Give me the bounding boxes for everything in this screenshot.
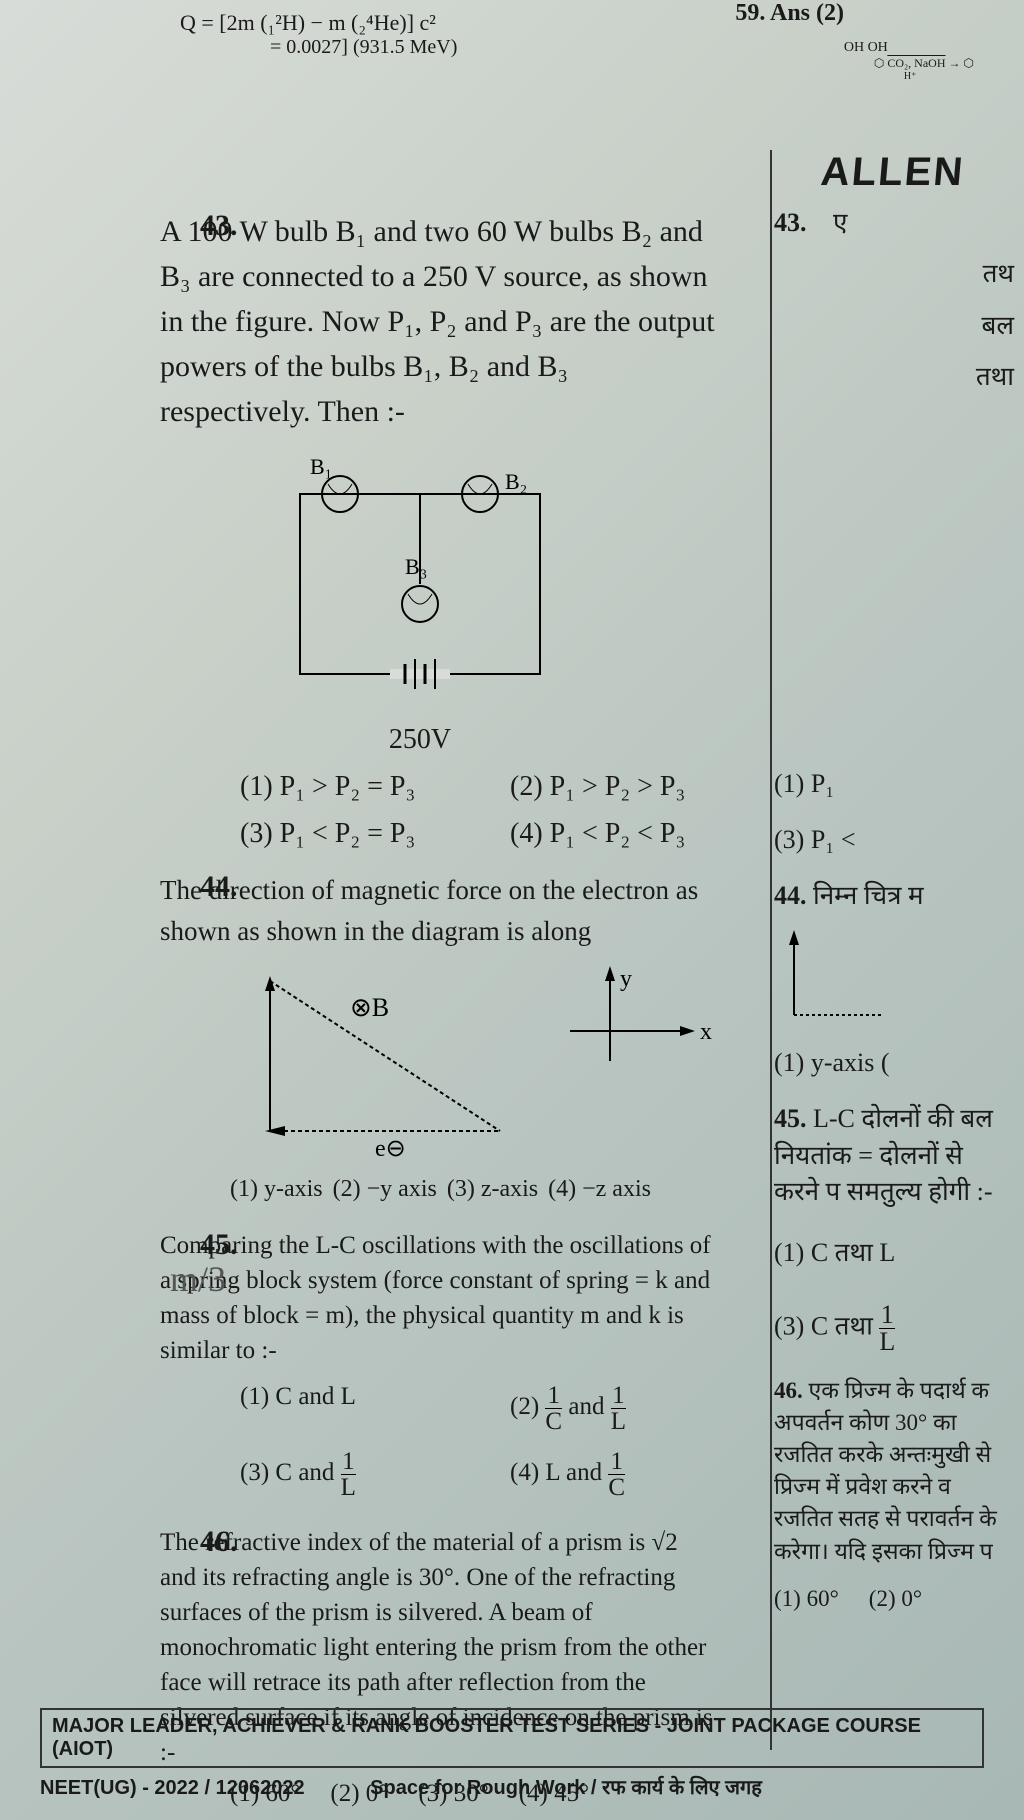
right-q46: 46. एक प्रिज्म के पदार्थ क अपवर्तन कोण 3… <box>774 1375 1014 1615</box>
q45-opt3: (3) C and 1L <box>240 1449 450 1500</box>
voltage-label: 250V <box>280 724 560 756</box>
svg-text:B₂: B₂ <box>505 469 527 494</box>
right-q44: 44. निम्न चित्र म (1) y-axis ( <box>774 878 1014 1081</box>
footer-subtitle: NEET(UG) - 2022 / 12062022 Space for Rou… <box>40 1773 984 1800</box>
svg-text:x: x <box>700 1019 712 1045</box>
q43-opt3: (3) P₁ < P₂ = P₃ <box>240 818 450 850</box>
q43-number: 43. <box>200 209 238 243</box>
svg-text:⊗B: ⊗B <box>350 993 389 1022</box>
q46-number: 46. <box>200 1525 238 1559</box>
q43-opt1: (1) P₁ > P₂ = P₃ <box>240 771 450 803</box>
footer: MAJOR LEADER, ACHIEVER & RANK BOOSTER TE… <box>40 1708 984 1800</box>
q43-options: (1) P₁ > P₂ = P₃ (2) P₁ > P₂ > P₃ (3) P₁… <box>240 771 720 850</box>
q44-number: 44. <box>200 870 238 904</box>
pencil-annotation: m/3 <box>170 1258 226 1300</box>
svg-text:e⊖: e⊖ <box>375 1136 406 1161</box>
footer-title: MAJOR LEADER, ACHIEVER & RANK BOOSTER TE… <box>40 1708 984 1768</box>
q45-number: 45. <box>200 1228 238 1262</box>
q44-opt4: (4) −z axis <box>548 1176 651 1203</box>
q45-opt1: (1) C and L <box>240 1383 450 1434</box>
q43-opt2: (2) P₁ > P₂ > P₃ <box>510 771 720 803</box>
q45-opt4: (4) L and 1C <box>510 1449 720 1500</box>
q44-opt2: (2) −y axis <box>333 1176 437 1203</box>
column-divider <box>770 150 772 1750</box>
svg-text:y: y <box>620 966 632 992</box>
brand-logo: ALLEN <box>819 150 966 195</box>
right-q43: 43. ए तथ बल तथा <box>774 205 1014 396</box>
circuit-diagram: B₁ B₂ B₃ <box>280 454 560 714</box>
q45-options: (1) C and L (2) 1C and 1L (3) C and <box>240 1383 720 1500</box>
q44-opt3: (3) z-axis <box>447 1176 538 1203</box>
chem-structure: OH OH ⬡ CO₂, NaOH → ⬡ H⁺ <box>844 40 974 82</box>
q43-text: A 100 W bulb B₁ and two 60 W bulbs B₂ an… <box>160 209 720 434</box>
q43-opt4: (4) P₁ < P₂ < P₃ <box>510 818 720 850</box>
q44-diagram: ⊗B e⊖ y x <box>240 961 720 1166</box>
q44-options: (1) y-axis (2) −y axis (3) z-axis (4) −z… <box>230 1176 720 1203</box>
q45-opt2: (2) 1C and 1L <box>510 1383 720 1434</box>
answer-ref: 59. Ans (2) <box>735 0 844 27</box>
svg-text:B₃: B₃ <box>405 554 427 579</box>
q44-text: The direction of magnetic force on the e… <box>160 870 720 951</box>
q44-opt1: (1) y-axis <box>230 1176 323 1203</box>
svg-text:B₁: B₁ <box>310 454 332 479</box>
right-q43-opts: (1) P₁ (3) P₁ < <box>774 766 1014 859</box>
formula: Q = [2m (₁²H) − m (₂⁴He)] c² <box>180 10 984 36</box>
right-q45: 45. L-C दोलनों की बल नियतांक = दोलनों से… <box>774 1101 1014 1355</box>
q45-text: Comparing the L-C oscillations with the … <box>160 1228 720 1368</box>
